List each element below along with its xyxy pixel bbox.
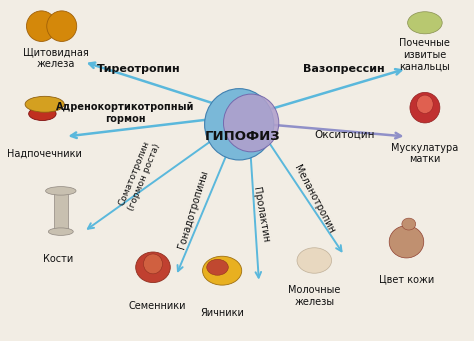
Text: Надпочечники: Надпочечники: [7, 149, 82, 159]
Text: Семенники: Семенники: [129, 301, 186, 311]
Text: Гонадотропины: Гонадотропины: [176, 169, 210, 250]
Text: ГИПОФИЗ: ГИПОФИЗ: [205, 130, 281, 143]
Ellipse shape: [297, 248, 332, 273]
Ellipse shape: [410, 92, 440, 123]
Ellipse shape: [202, 256, 242, 285]
Ellipse shape: [28, 107, 56, 120]
Text: Вазопрессин: Вазопрессин: [303, 64, 385, 74]
Ellipse shape: [46, 187, 76, 195]
Ellipse shape: [144, 254, 163, 274]
Text: Мускулатура
матки: Мускулатура матки: [392, 143, 458, 164]
Ellipse shape: [389, 226, 424, 258]
Ellipse shape: [25, 96, 64, 112]
Text: Щитовидная
железа: Щитовидная железа: [23, 48, 89, 69]
Text: Молочные
железы: Молочные железы: [288, 285, 340, 307]
Text: Адренокортикотропный
гормон: Адренокортикотропный гормон: [56, 102, 195, 123]
Ellipse shape: [408, 12, 442, 34]
Ellipse shape: [136, 252, 170, 283]
Text: Окситоцин: Окситоцин: [314, 130, 374, 140]
Ellipse shape: [224, 94, 279, 152]
Text: Пролактин: Пролактин: [252, 186, 271, 243]
Ellipse shape: [48, 228, 73, 235]
Ellipse shape: [207, 260, 228, 275]
Text: Цвет кожи: Цвет кожи: [379, 274, 434, 284]
Text: Почечные
извитые
канальцы: Почечные извитые канальцы: [400, 39, 450, 72]
Ellipse shape: [402, 218, 416, 230]
Ellipse shape: [205, 89, 274, 160]
Text: Соматотролин
(гормон роста): Соматотролин (гормон роста): [117, 139, 162, 212]
Text: Яичники: Яичники: [200, 308, 244, 318]
Ellipse shape: [47, 11, 77, 42]
Text: Меланотропин: Меланотропин: [292, 163, 337, 235]
Ellipse shape: [27, 11, 56, 42]
Ellipse shape: [417, 95, 433, 114]
Text: Тиреотропин: Тиреотропин: [97, 64, 181, 74]
Bar: [54, 191, 68, 232]
Text: Кости: Кости: [44, 254, 73, 264]
